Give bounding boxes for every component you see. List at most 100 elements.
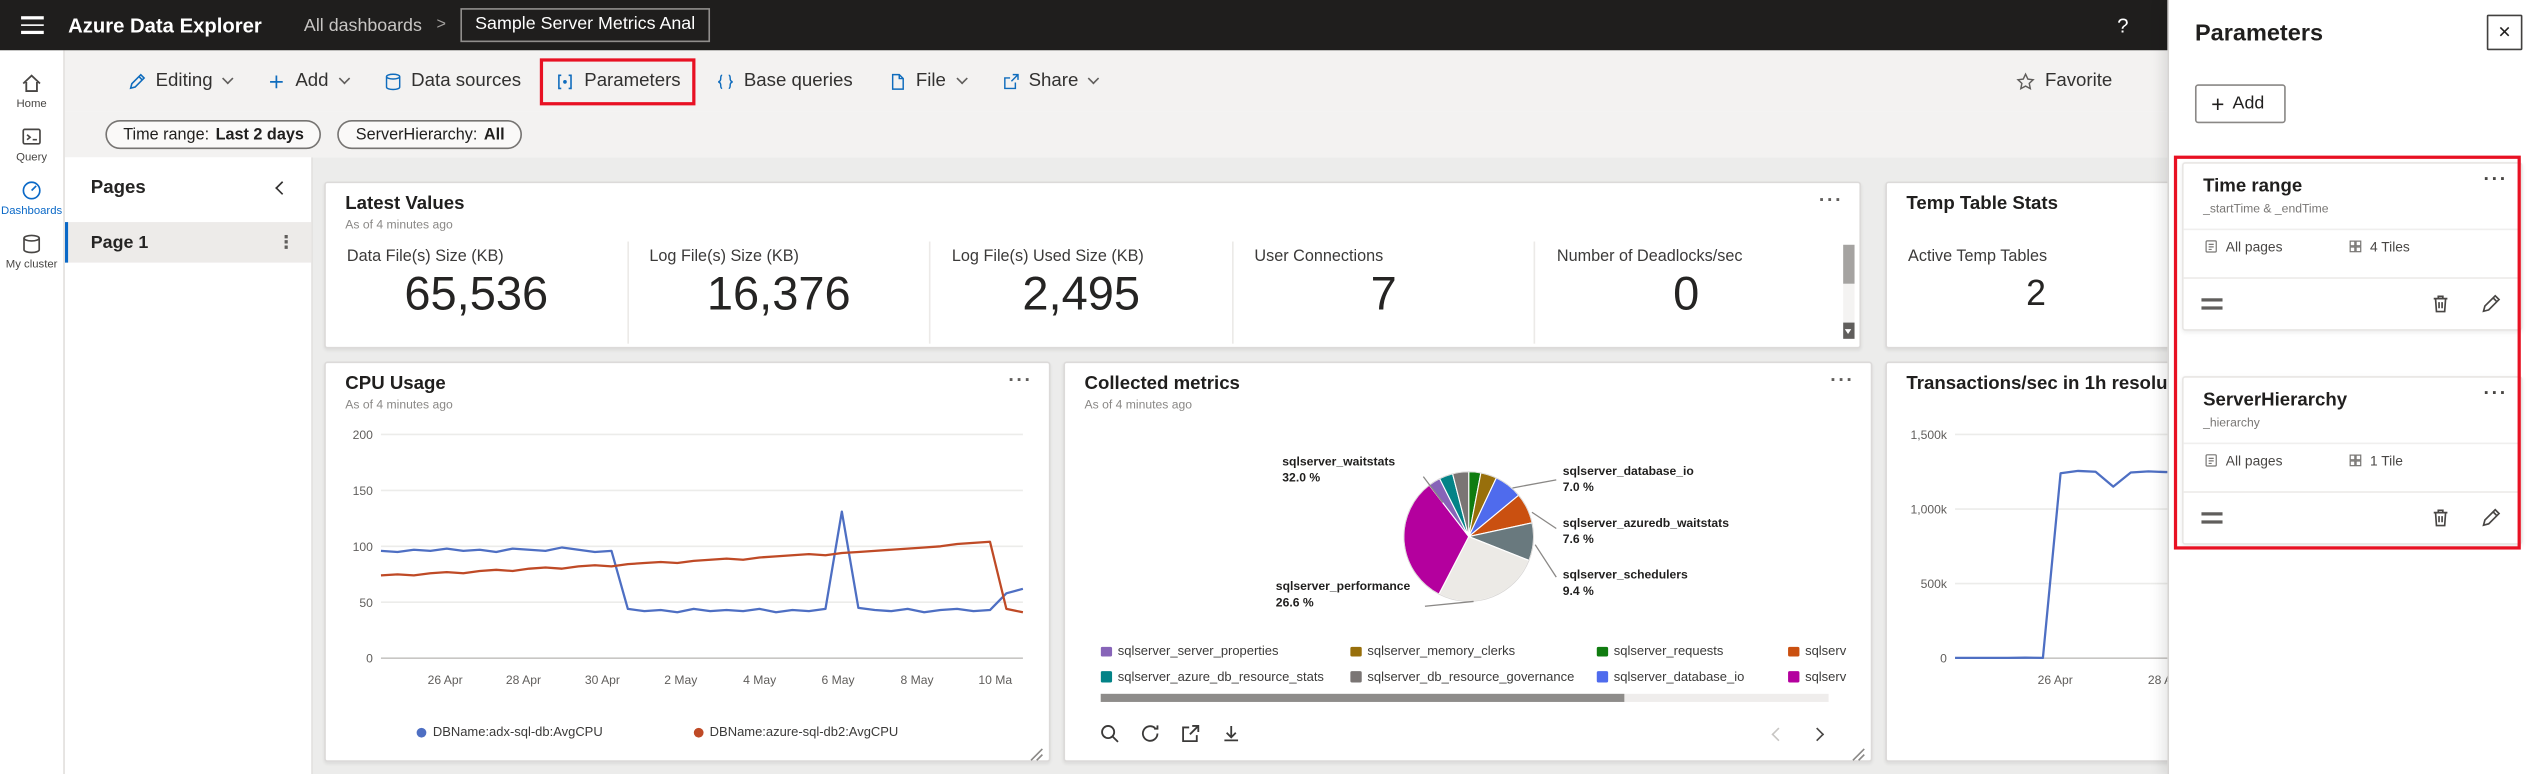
time-range-filter-pill[interactable]: Time range: Last 2 days [105,119,322,150]
pencil-icon [129,72,146,89]
filter-bar: Time range: Last 2 days ServerHierarchy:… [64,111,2537,158]
tile-subtitle: As of 4 minutes ago [1084,397,1192,412]
parameter-card-time-range: Time range ··· _startTime & _endTime All… [2182,162,2523,331]
pie-slice-percent: 9.4 % [1562,583,1594,599]
nav-item-home[interactable]: Home [0,71,63,110]
tile-scrollbar[interactable] [1843,244,1855,339]
legend-label: DBName:azure-sql-db2:AvgCPU [709,724,899,740]
share-label: Share [1028,71,1079,91]
trash-icon[interactable] [2427,291,2453,317]
edit-pencil-icon[interactable] [2477,291,2503,317]
legend-color-dot [1100,671,1112,682]
tile-resize-handle[interactable] [1029,741,1044,761]
metric-value: 65,536 [404,269,549,321]
drag-handle[interactable] [2201,512,2223,524]
tile-resize-handle[interactable] [1851,741,1866,761]
legend-label: sqlserver_memory_clerks [1367,643,1516,659]
menu-icon[interactable] [21,16,44,34]
parameter-name: ServerHierarchy [2203,390,2348,411]
svg-text:150: 150 [353,484,374,498]
pie-slice-label: sqlserver_performance 26.6 % [1276,579,1411,612]
more-icon[interactable]: ··· [1830,367,1855,391]
tile-cpu-usage[interactable]: CPU Usage As of 4 minutes ago ··· 0 50 100… [324,361,1051,762]
more-icon[interactable]: ··· [2483,380,2508,404]
tile-title: CPU Usage [345,374,446,394]
edit-pencil-icon[interactable] [2477,505,2503,531]
legend-item[interactable]: sqlserver_azure_db_resource_stats [1100,667,1351,686]
svg-text:0: 0 [1940,652,1947,666]
share-button[interactable]: Share [999,71,1100,92]
chevron-right-icon[interactable] [1810,727,1825,742]
refresh-icon[interactable] [1138,721,1162,745]
scrollbar-thumb[interactable] [1100,693,1625,702]
chevron-left-icon[interactable] [1771,727,1786,742]
kebab-icon[interactable]: ⋮ [277,233,296,253]
tiles-icon [2349,454,2362,467]
legend-color-dot [1350,646,1361,657]
search-icon[interactable] [1097,721,1121,745]
plus-icon [270,74,283,88]
legend-item[interactable]: sqlserv [1788,642,1866,661]
more-icon[interactable]: ··· [1008,367,1033,391]
add-label: Add [295,71,329,91]
close-icon[interactable]: ✕ [2486,14,2523,51]
svg-text:4 May: 4 May [743,673,777,687]
drag-handle[interactable] [2201,298,2223,310]
page-item-page1[interactable]: Page 1 ⋮ [64,222,312,263]
pages-icon [2205,240,2217,253]
favorite-button[interactable]: Favorite [2016,71,2112,92]
legend-item[interactable]: sqlserver_memory_clerks [1350,642,1596,661]
filter-label: Time range: [123,125,210,144]
chart-legend: DBName:adx-sql-db:AvgCPU DBName:azure-sql… [416,724,899,740]
legend-item[interactable]: DBName:azure-sql-db2:AvgCPU [693,724,899,740]
tile-footer-toolbar [1097,721,1243,745]
latest-values-grid: Data File(s) Size (KB) 65,536 Log File(s) … [326,241,1837,344]
more-icon[interactable]: ··· [2483,166,2508,190]
tile-collected-metrics[interactable]: Collected metrics As of 4 minutes ago ··… [1063,361,1873,762]
server-hierarchy-filter-pill[interactable]: ServerHierarchy: All [337,119,523,150]
metric-value: 7 [1370,269,1397,321]
legend-item[interactable]: sqlserv [1788,667,1866,686]
app-title: Azure Data Explorer [68,13,262,37]
legend-color-dot [1596,671,1608,682]
nav-item-dashboards[interactable]: Dashboards [0,178,63,217]
legend-item[interactable]: sqlserver_db_resource_governance [1350,667,1596,686]
metric-value: 2,495 [1022,269,1141,321]
legend-item[interactable]: DBName:adx-sql-db:AvgCPU [416,725,603,739]
scrollbar-down-arrow-icon[interactable] [1843,322,1855,339]
metric-column: Log File(s) Used Size (KB) 2,495 [929,241,1231,344]
editing-button[interactable]: Editing [126,71,234,92]
file-button[interactable]: File [887,71,968,92]
pie-slice-label: sqlserver_azuredb_waitstats 7.6 % [1563,516,1729,549]
tile-latest-values[interactable]: Latest Values As of 4 minutes ago ··· Da… [324,181,1862,349]
add-parameter-button[interactable]: + Add [2194,84,2286,124]
editing-label: Editing [155,71,213,91]
breadcrumb[interactable]: All dashboards [303,15,422,35]
scrollbar-thumb[interactable] [1843,244,1855,284]
popout-icon[interactable] [1179,721,1203,745]
base-queries-button[interactable]: Base queries [715,71,853,92]
legend-item[interactable]: sqlserver_server_properties [1100,642,1351,661]
legend-color-dot [416,727,427,737]
star-icon [2017,71,2036,90]
metric-label: Active Temp Tables [1908,248,2048,266]
legend-scrollbar[interactable] [1100,693,1829,702]
legend-item[interactable]: sqlserver_database_io [1596,667,1788,686]
nav-item-query[interactable]: Query [0,125,63,164]
nav-item-my-cluster[interactable]: My cluster [0,232,63,271]
parameters-button[interactable]: Parameters [540,57,696,105]
trash-icon[interactable] [2427,505,2453,531]
help-icon[interactable]: ? [2117,13,2129,37]
dashboard-name-input[interactable]: Sample Server Metrics Anal [460,8,710,43]
legend-label: sqlserver_server_properties [1117,643,1279,659]
legend-color-dot [693,727,704,737]
metric-column: Data File(s) Size (KB) 65,536 [326,242,627,344]
download-icon[interactable] [1219,721,1243,745]
data-sources-button[interactable]: Data sources [382,71,521,92]
more-icon[interactable]: ··· [1818,188,1844,211]
collapse-pages-icon[interactable] [275,181,289,195]
add-button[interactable]: Add [266,71,350,92]
legend-item[interactable]: sqlserver_requests [1596,642,1788,661]
parameter-variables: _startTime & _endTime [2203,201,2329,216]
svg-text:6 May: 6 May [821,673,855,687]
